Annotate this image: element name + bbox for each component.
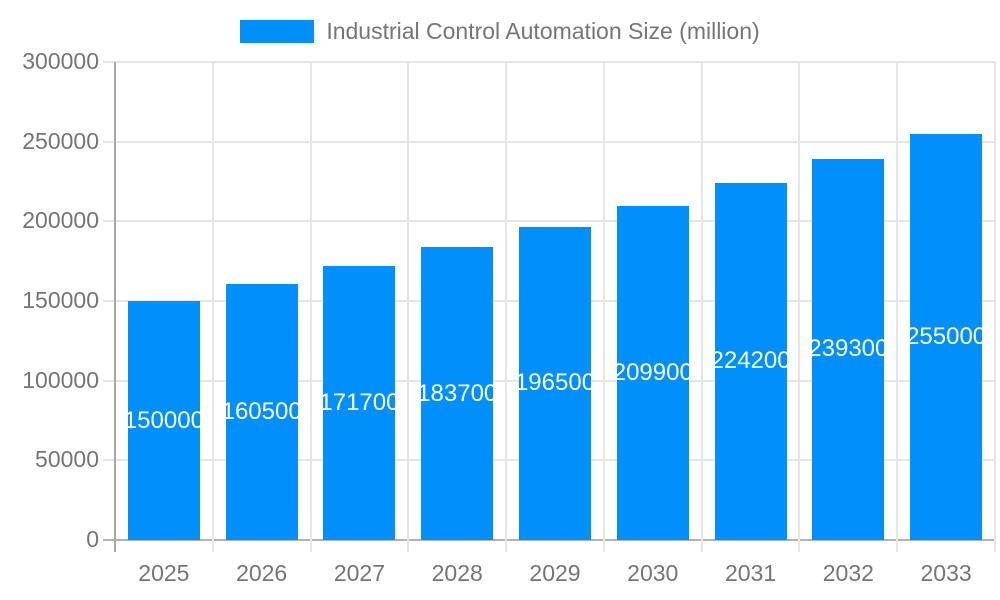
y-gridline: [103, 220, 995, 223]
bar-value-label: 160500: [225, 398, 298, 426]
bar-value-label: 255000: [910, 322, 983, 350]
x-tick-label: 2028: [431, 560, 483, 586]
y-gridline: [103, 61, 995, 63]
x-gridline: [798, 62, 801, 552]
x-axis-baseline: [103, 539, 995, 541]
bar-2030[interactable]: 209900: [616, 205, 689, 540]
bar-2029[interactable]: 196500: [519, 226, 591, 540]
legend-label[interactable]: Industrial Control Automation Size (mill…: [326, 17, 760, 44]
chart-legend[interactable]: Industrial Control Automation Size (mill…: [0, 14, 1000, 48]
x-tick-label: 2031: [724, 560, 777, 586]
y-tick-label: 100000: [22, 366, 99, 393]
bar-value-label: 150000: [127, 406, 200, 434]
x-gridline: [211, 62, 214, 552]
y-axis-line: [114, 62, 116, 552]
bar-2025[interactable]: 150000: [127, 301, 200, 540]
x-tick-label: 2030: [627, 560, 679, 586]
bar-value-label: 224200: [714, 347, 787, 375]
y-tick-label: 200000: [22, 207, 99, 234]
x-gridline: [700, 62, 703, 552]
bar-2026[interactable]: 160500: [225, 284, 298, 540]
x-tick-label: 2033: [920, 560, 972, 586]
x-tick-label: 2026: [236, 560, 288, 586]
y-tick-label: 300000: [22, 48, 99, 74]
x-gridline: [505, 62, 508, 552]
x-tick-label: 2032: [822, 560, 874, 586]
x-tick-label: 2029: [529, 560, 581, 586]
x-gridline: [994, 62, 996, 552]
bar-value-label: 171700: [323, 389, 396, 417]
legend-swatch[interactable]: [240, 19, 315, 43]
bar-value-label: 239300: [812, 335, 885, 363]
y-tick-label: 150000: [22, 287, 99, 313]
x-tick-label: 2025: [138, 560, 190, 586]
bar-value-label: 209900: [616, 358, 689, 386]
bar-value-label: 183700: [421, 379, 494, 407]
bar-2028[interactable]: 183700: [421, 247, 494, 540]
bar-value-label: 196500: [519, 369, 591, 397]
y-tick-label: 0: [86, 526, 99, 552]
bar-2033[interactable]: 255000: [910, 133, 983, 540]
y-tick-label: 50000: [35, 446, 99, 473]
bar-2027[interactable]: 171700: [323, 266, 396, 540]
x-gridline: [309, 62, 312, 552]
y-tick-label: 250000: [22, 127, 99, 154]
bar-2032[interactable]: 239300: [812, 158, 885, 540]
x-tick-label: 2027: [333, 560, 386, 586]
bar-2031[interactable]: 224200: [714, 182, 787, 540]
y-gridline: [103, 140, 995, 143]
x-gridline: [896, 62, 899, 552]
x-gridline: [407, 62, 410, 552]
x-gridline: [602, 62, 605, 552]
